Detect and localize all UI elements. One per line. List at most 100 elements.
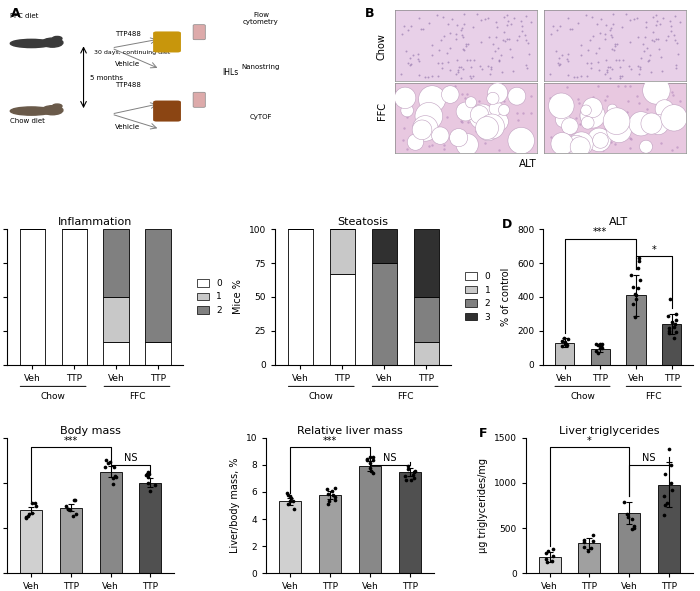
Point [670,309,681,319]
Point [406,475,417,485]
Bar [104,342,129,365]
Point [629,313,641,322]
Point [659,469,671,479]
Point [400,475,411,484]
Bar [288,229,313,365]
Y-axis label: Liver/body mass, %: Liver/body mass, % [230,458,240,553]
Point [24,509,35,518]
Bar [146,229,171,342]
Text: D: D [501,218,512,231]
Point [559,339,570,349]
Text: Nanostring: Nanostring [241,64,280,70]
Point [143,479,154,488]
Point [63,505,74,514]
Point [402,464,414,473]
Point [547,551,559,560]
Title: Steatosis: Steatosis [337,217,388,227]
Point [631,294,642,303]
Bar [538,557,561,573]
Point [665,460,676,470]
Bar [104,297,129,342]
Point [670,315,681,324]
Point [559,337,570,346]
Point [664,295,676,304]
Bar [618,513,640,573]
Circle shape [42,106,63,115]
Point [670,328,681,337]
Text: FFC: FFC [397,392,414,401]
Bar [414,229,439,297]
Point [561,340,572,349]
Text: FFC: FFC [377,102,386,120]
Point [282,499,293,508]
Point [69,495,80,505]
Text: *: * [652,245,656,255]
Point [324,496,335,506]
Text: A: A [10,8,20,21]
Bar [372,263,397,365]
Point [622,509,633,518]
Bar [99,472,122,573]
Point [281,489,292,498]
Point [102,459,113,468]
Point [669,319,680,329]
Point [67,511,78,521]
Point [634,253,645,262]
Point [540,548,551,557]
Point [596,340,608,349]
Y-axis label: Mice %: Mice % [233,280,244,314]
Point [142,472,153,482]
Point [590,346,601,355]
Point [329,492,340,501]
Point [60,501,71,511]
Text: TTP488: TTP488 [115,31,141,37]
Point [400,471,411,480]
Point [579,535,590,544]
Point [144,486,155,496]
Point [402,462,414,471]
Point [408,473,419,483]
Point [101,455,112,465]
FancyBboxPatch shape [193,92,205,108]
Point [323,490,334,499]
Text: ALT: ALT [519,159,536,169]
Ellipse shape [10,107,52,115]
Text: ***: *** [323,436,337,446]
Circle shape [42,38,63,47]
Point [364,452,375,462]
Text: 30 days, continuing diet: 30 days, continuing diet [94,50,170,55]
Point [664,326,675,336]
Point [70,509,81,518]
Bar [662,324,681,365]
Point [634,275,645,285]
Point [659,492,670,501]
Point [628,524,639,533]
FancyBboxPatch shape [193,25,205,40]
Bar [330,274,355,365]
Point [560,340,571,349]
Point [664,323,675,333]
Point [664,329,675,338]
Point [327,490,338,499]
Point [587,537,598,546]
Circle shape [52,104,62,108]
Point [141,469,153,479]
Point [409,467,420,477]
Point [104,457,116,466]
Point [563,335,574,344]
Point [663,311,674,321]
Point [364,459,375,468]
Point [668,333,680,342]
Text: Chow: Chow [41,392,66,401]
Bar [20,229,45,365]
Bar [578,544,601,573]
Point [668,323,680,332]
Point [665,478,676,488]
Point [144,469,155,479]
Bar [330,229,355,274]
Text: Chow: Chow [377,33,386,60]
Point [594,343,606,353]
Point [547,544,559,553]
Point [30,498,41,508]
Point [579,537,590,546]
